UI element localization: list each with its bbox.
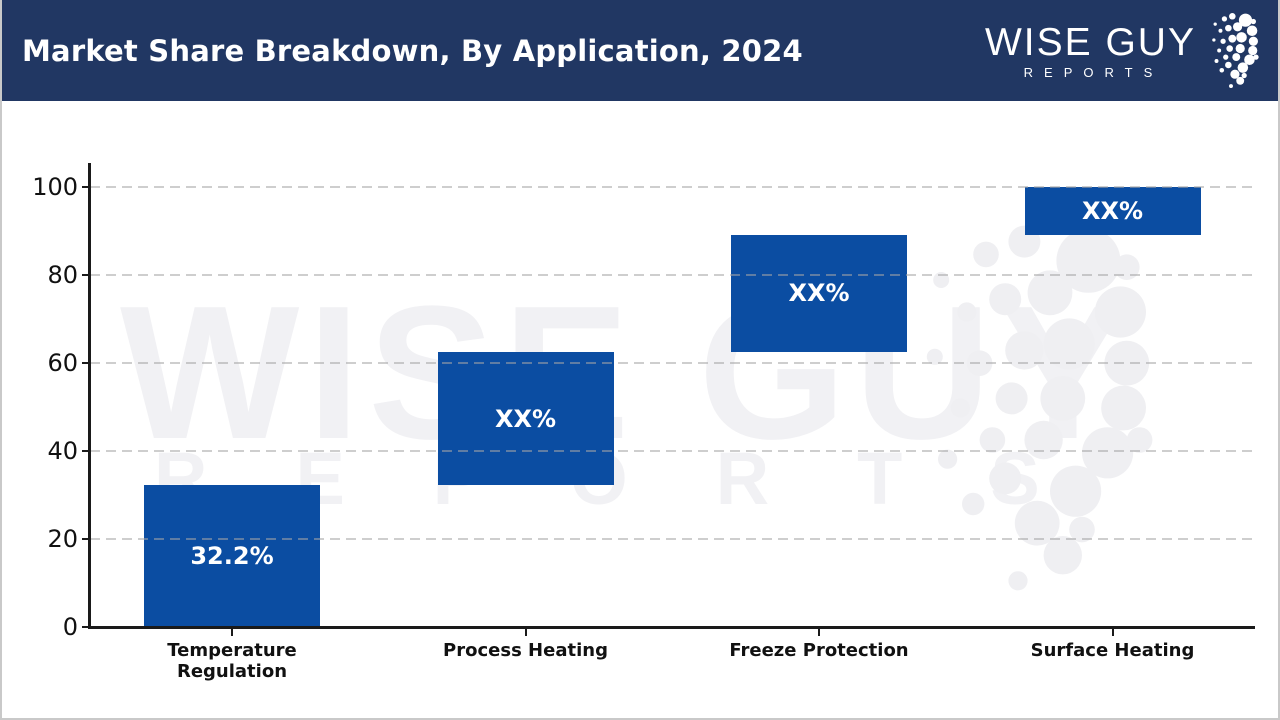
y-tick-label: 0 — [62, 613, 78, 641]
bar-value-label: 32.2% — [190, 542, 274, 571]
bar-value-label: XX% — [494, 404, 557, 433]
x-axis-line — [88, 626, 1255, 629]
watermark-head-icon — [926, 225, 1153, 591]
page-title: Market Share Breakdown, By Application, … — [22, 33, 803, 68]
wiseguy-logo-text: WISE GUY REPORTS — [985, 23, 1196, 79]
x-category-label: Freeze Protection — [729, 640, 909, 661]
y-tick-label: 20 — [47, 525, 78, 553]
x-category-label: Surface Heating — [1030, 640, 1195, 661]
h-gridline-80 — [90, 274, 1255, 276]
dotted-head-icon — [1212, 12, 1259, 89]
x-tick-mark — [1111, 629, 1114, 636]
h-gridline-60 — [90, 362, 1255, 364]
y-tick-label: 40 — [47, 437, 78, 465]
wiseguy-logo: WISE GUY REPORTS — [985, 11, 1264, 90]
logo-wordmark: WISE GUY — [984, 20, 1196, 64]
h-gridline-20 — [90, 538, 1255, 540]
bar-segment: XX% — [1024, 187, 1201, 235]
x-tick-mark — [524, 629, 527, 636]
h-gridline-100 — [90, 186, 1255, 188]
x-tick-mark — [231, 629, 233, 636]
h-gridline-40 — [90, 450, 1255, 452]
y-tick-label: 80 — [47, 261, 78, 289]
y-tick-mark — [82, 626, 89, 628]
y-tick-label: 60 — [47, 349, 78, 377]
y-tick-mark — [82, 186, 89, 188]
y-tick-mark — [82, 450, 89, 452]
x-category-label: Temperature Regulation — [167, 640, 297, 682]
bar-segment: XX% — [731, 234, 907, 352]
bar-segment: XX% — [437, 352, 614, 486]
bar-segment: 32.2% — [144, 485, 320, 627]
y-tick-mark — [82, 538, 89, 540]
x-tick-mark — [818, 629, 820, 636]
y-tick-mark — [82, 362, 89, 364]
logo-subtitle: REPORTS — [1023, 64, 1164, 80]
plot-area: 0 20 40 60 80 100 32.2% Temperature Regulation X… — [2, 101, 1280, 720]
header-bar: Market Share Breakdown, By Application, … — [2, 0, 1278, 101]
y-axis-line — [88, 163, 91, 629]
x-category-label: Process Heating — [443, 640, 608, 661]
bar-value-label: XX% — [788, 279, 850, 308]
y-tick-label: 100 — [32, 173, 78, 201]
y-tick-mark — [82, 274, 89, 276]
bar-value-label: XX% — [1081, 196, 1144, 225]
